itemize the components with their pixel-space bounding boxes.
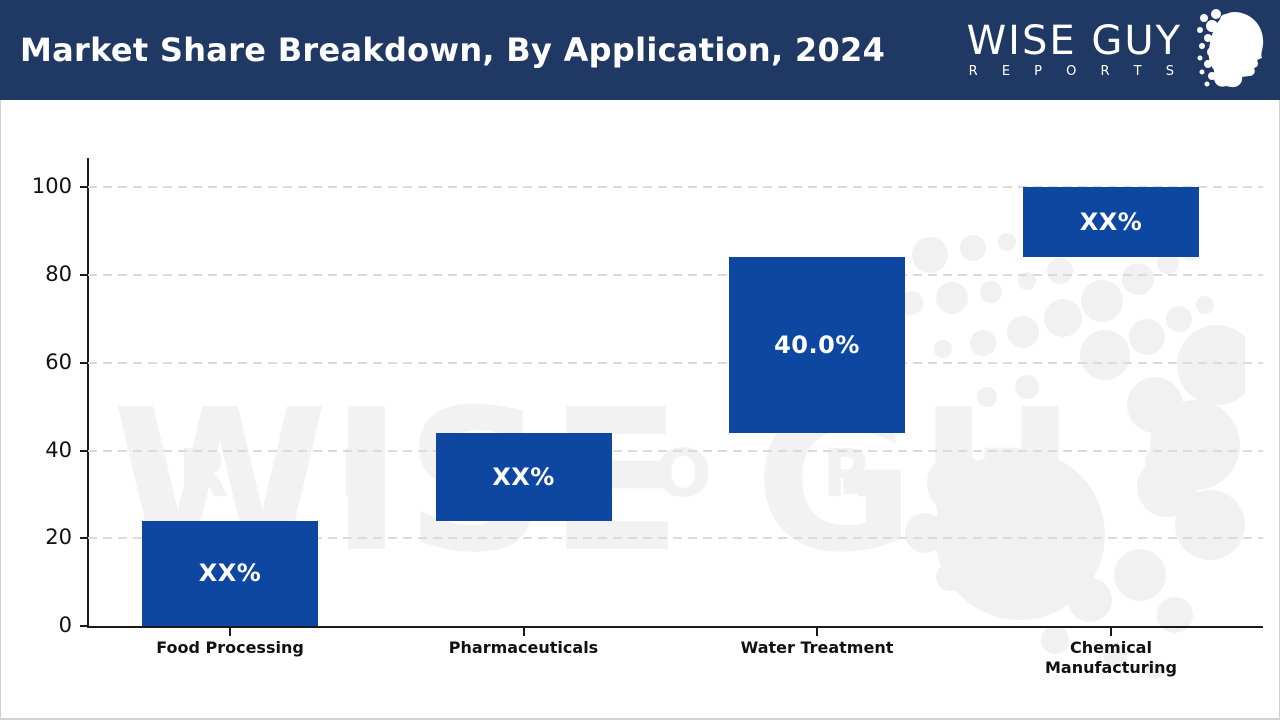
x-category-label-4: Chemical Manufacturing — [1045, 638, 1177, 677]
y-tick-label-40: 40 — [45, 437, 72, 462]
logo-name: WISE GUY — [966, 18, 1183, 64]
y-tick-mark-60 — [80, 361, 88, 364]
y-tick-label-100: 100 — [31, 174, 72, 199]
bar-water-treatment: 40.0% — [729, 257, 905, 433]
image-border-left — [0, 100, 1, 720]
y-tick-mark-20 — [80, 537, 88, 540]
gridline-20 — [88, 537, 1263, 540]
y-tick-label-60: 60 — [45, 349, 72, 374]
chart-title: Market Share Breakdown, By Application, … — [20, 31, 886, 69]
x-tick-mark-2 — [522, 628, 525, 636]
watermark-head-icon — [899, 233, 1245, 679]
x-tick-mark-1 — [229, 628, 231, 636]
logo-subtitle: R E P O R T S — [968, 64, 1184, 79]
x-category-label-2: Pharmaceuticals — [448, 638, 599, 657]
gridline-100 — [88, 186, 1263, 189]
header: Market Share Breakdown, By Application, … — [0, 0, 1280, 100]
logo-text: WISE GUY R E P O R T S — [965, 21, 1184, 79]
y-tick-label-80: 80 — [45, 262, 72, 286]
gridline-60 — [88, 361, 1263, 364]
gridline-40 — [88, 449, 1263, 452]
x-category-label-1: Food Processing — [156, 638, 304, 657]
x-tick-mark-3 — [816, 628, 818, 636]
x-category-label-3: Water Treatment — [740, 638, 894, 657]
y-tick-label-0: 0 — [58, 613, 72, 637]
y-tick-mark-0 — [80, 625, 88, 627]
bar-value-label: 40.0% — [774, 331, 860, 360]
bar-pharmaceuticals: XX% — [435, 432, 612, 521]
bar-value-label: XX% — [198, 559, 262, 588]
y-tick-mark-100 — [80, 186, 88, 189]
logo-head-icon — [1197, 9, 1264, 88]
wise-guy-logo: WISE GUY R E P O R T S — [965, 8, 1280, 92]
x-axis-line — [87, 626, 1263, 628]
y-tick-label-20: 20 — [45, 525, 72, 550]
gridline-80 — [88, 274, 1263, 276]
y-tick-mark-40 — [80, 449, 88, 452]
image-border-bottom — [0, 718, 1280, 720]
x-tick-mark-4 — [1110, 628, 1112, 636]
y-tick-mark-80 — [80, 274, 88, 276]
plot-area: WISE GU R E P O R T S — [0, 100, 1280, 720]
bar-value-label: XX% — [492, 462, 555, 491]
bar-chemical-manufacturing: XX% — [1023, 187, 1199, 258]
y-axis-line — [87, 158, 89, 628]
bar-value-label: XX% — [1079, 208, 1143, 237]
bar-food-processing: XX% — [142, 520, 318, 626]
